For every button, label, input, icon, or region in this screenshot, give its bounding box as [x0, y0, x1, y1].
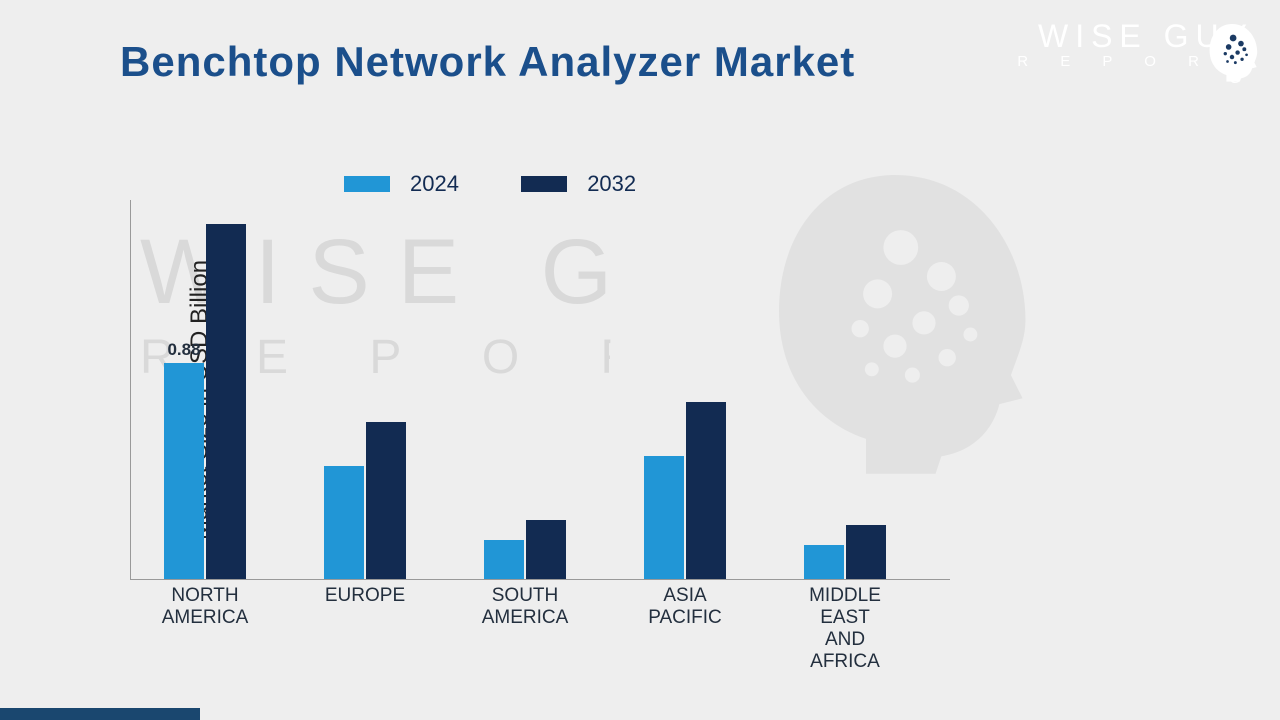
- bar-chart: 0.88: [130, 200, 950, 580]
- bar-group-1: [324, 200, 406, 580]
- bar-2032-1: [366, 422, 406, 579]
- bar-group-0: 0.88: [164, 200, 246, 580]
- bar-group-4: [804, 200, 886, 580]
- category-label-3: ASIAPACIFIC: [615, 585, 755, 629]
- bar-2024-4: [804, 545, 844, 579]
- logo-head-icon: [1204, 20, 1260, 84]
- legend-item-2032: 2032: [521, 170, 636, 197]
- bar-2032-0: [206, 224, 246, 579]
- content: Benchtop Network Analyzer Market WISE GU…: [0, 0, 1280, 720]
- legend-item-2024: 2024: [344, 170, 459, 197]
- category-label-4: MIDDLEEASTANDAFRICA: [775, 585, 915, 672]
- bar-2024-1: [324, 466, 364, 579]
- legend-swatch-2032: [521, 176, 567, 192]
- chart-title: Benchtop Network Analyzer Market: [120, 38, 855, 86]
- bar-2024-3: [644, 456, 684, 579]
- category-label-2: SOUTHAMERICA: [455, 585, 595, 629]
- y-axis: [130, 200, 131, 580]
- bar-2024-2: [484, 540, 524, 579]
- bar-2032-2: [526, 520, 566, 579]
- stage: WISE GUY R E P O R T S Benchtop Network …: [0, 0, 1280, 720]
- bar-2032-4: [846, 525, 886, 579]
- legend-swatch-2024: [344, 176, 390, 192]
- category-label-0: NORTHAMERICA: [135, 585, 275, 629]
- legend: 2024 2032: [0, 170, 980, 197]
- bar-group-2: [484, 200, 566, 580]
- bar-2032-3: [686, 402, 726, 579]
- bar-value-label: 0.88: [154, 340, 214, 360]
- legend-label-2032: 2032: [587, 171, 636, 196]
- legend-label-2024: 2024: [410, 171, 459, 196]
- category-label-1: EUROPE: [295, 585, 435, 607]
- bar-group-3: [644, 200, 726, 580]
- bar-2024-0: [164, 363, 204, 579]
